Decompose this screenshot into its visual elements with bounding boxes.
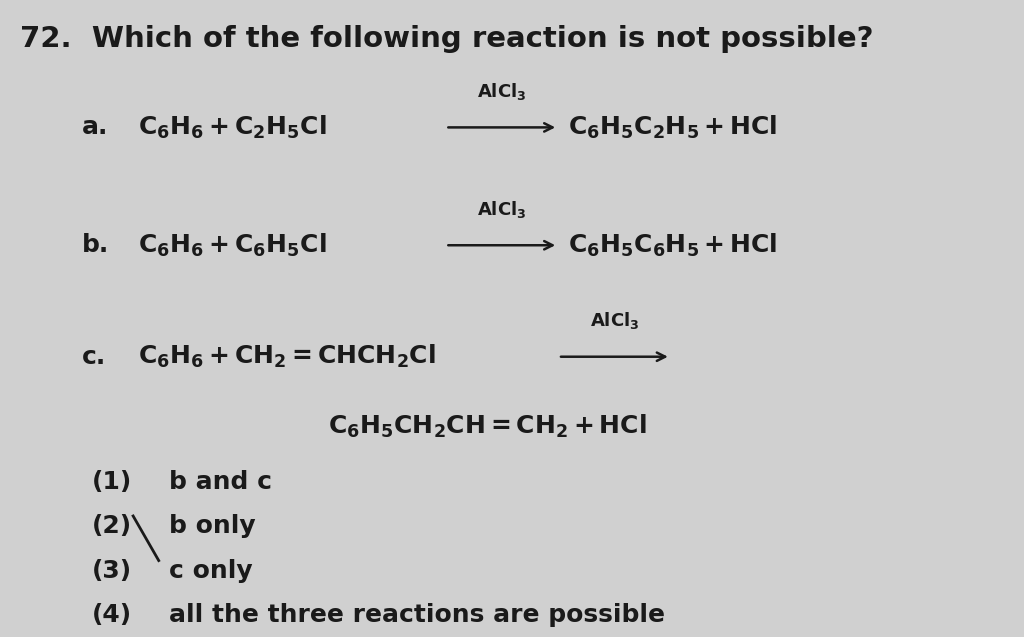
Text: $\mathregular{C_6H_5C_6H_5+HCl}$: $\mathregular{C_6H_5C_6H_5+HCl}$	[568, 232, 778, 259]
Text: $\mathregular{C_6H_6+C_2H_5Cl}$: $\mathregular{C_6H_6+C_2H_5Cl}$	[138, 114, 327, 141]
Text: b only: b only	[169, 514, 256, 538]
Text: a.: a.	[82, 115, 109, 140]
Text: (1): (1)	[92, 469, 132, 494]
Text: $\mathregular{C_6H_6+C_6H_5Cl}$: $\mathregular{C_6H_6+C_6H_5Cl}$	[138, 232, 327, 259]
Text: $\mathregular{C_6H_6+CH_2{=}CHCH_2Cl}$: $\mathregular{C_6H_6+CH_2{=}CHCH_2Cl}$	[138, 343, 436, 370]
Text: b.: b.	[82, 233, 110, 257]
Text: all the three reactions are possible: all the three reactions are possible	[169, 603, 665, 627]
Text: $\mathregular{AlCl_3}$: $\mathregular{AlCl_3}$	[590, 310, 639, 331]
Text: $\mathregular{AlCl_3}$: $\mathregular{AlCl_3}$	[477, 199, 526, 220]
Text: c.: c.	[82, 345, 106, 369]
Text: (3): (3)	[92, 559, 132, 583]
Text: (2): (2)	[92, 514, 132, 538]
Text: b and c: b and c	[169, 469, 272, 494]
Text: $\mathregular{C_6H_5CH_2CH{=}CH_2+HCl}$: $\mathregular{C_6H_5CH_2CH{=}CH_2+HCl}$	[328, 413, 646, 440]
Text: $\mathregular{AlCl_3}$: $\mathregular{AlCl_3}$	[477, 81, 526, 102]
Text: (4): (4)	[92, 603, 132, 627]
Text: $\mathregular{C_6H_5C_2H_5+HCl}$: $\mathregular{C_6H_5C_2H_5+HCl}$	[568, 114, 778, 141]
Text: c only: c only	[169, 559, 253, 583]
Text: 72.  Which of the following reaction is not possible?: 72. Which of the following reaction is n…	[20, 25, 873, 54]
